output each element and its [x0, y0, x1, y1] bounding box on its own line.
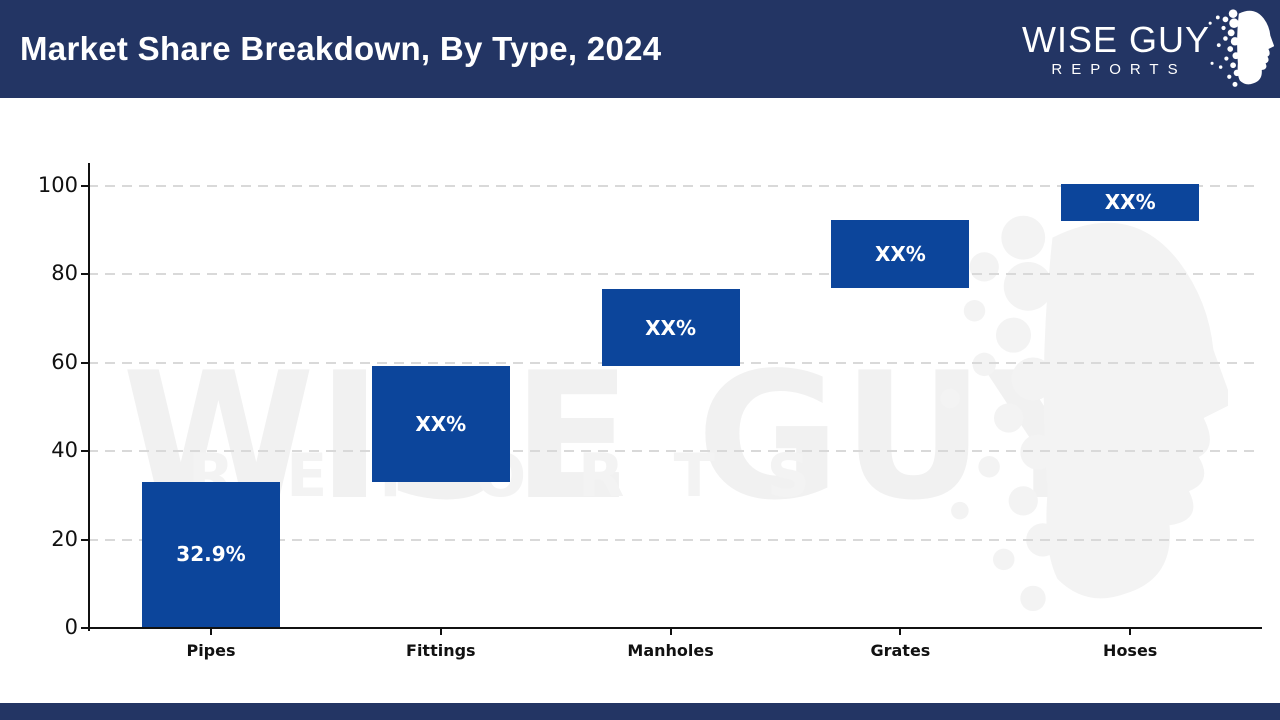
watermark-wordmark: WISE GUY	[122, 336, 1116, 539]
y-tick-label: 40	[51, 438, 78, 463]
y-tick-label: 0	[64, 615, 78, 639]
watermark-reports: REPORTS	[188, 441, 862, 511]
y-axis-tick	[81, 273, 88, 276]
bar: XX%	[831, 219, 970, 289]
y-axis	[88, 163, 90, 631]
y-tick-label: 20	[51, 526, 78, 551]
y-axis-tick	[81, 361, 88, 364]
chart-canvas: WISE GUY REPORTS 0 20 40 60 80 100 32.9% Pipes X…	[0, 98, 1280, 703]
bar-value-label: XX%	[415, 411, 467, 436]
x-axis-tick	[899, 629, 902, 635]
x-axis	[88, 627, 1262, 629]
brand-name: WISE GUY	[1021, 18, 1210, 60]
x-category-label: Grates	[870, 641, 931, 660]
brand-logo: WISE GUY REPORTS	[1022, 6, 1274, 92]
x-category-label: Hoses	[1103, 641, 1158, 660]
gridline	[88, 450, 1256, 453]
x-axis-tick	[210, 629, 212, 635]
brand-face-icon	[1208, 9, 1274, 87]
bar-value-label: XX%	[1104, 190, 1156, 215]
footer-bar	[0, 703, 1280, 720]
y-axis-tick	[81, 185, 88, 187]
x-axis-tick	[669, 629, 672, 635]
y-tick-label: 60	[51, 349, 78, 374]
x-category-label: Fittings	[406, 641, 476, 660]
page-title: Market Share Breakdown, By Type, 2024	[20, 30, 662, 67]
watermark-face-icon	[935, 215, 1228, 612]
y-tick-label: 80	[51, 261, 78, 286]
gridline	[88, 538, 1256, 541]
y-axis-tick	[81, 627, 88, 629]
gridline	[88, 273, 1256, 276]
bar: 32.9%	[142, 481, 280, 627]
y-axis-tick	[81, 450, 88, 453]
app-header: Market Share Breakdown, By Type, 2024 WI…	[0, 0, 1280, 98]
brand-subtitle: REPORTS	[1051, 60, 1187, 78]
y-axis-tick	[81, 538, 88, 541]
bar-value-label: 32.9%	[176, 542, 246, 567]
x-axis-tick	[439, 629, 442, 635]
brand-wordmark: WISE GUY REPORTS	[1021, 18, 1210, 78]
x-axis-tick	[1129, 629, 1132, 635]
y-tick-label: 100	[37, 173, 78, 197]
x-category-label: Manholes	[627, 641, 714, 660]
bar: XX%	[371, 365, 510, 482]
x-category-label: Pipes	[186, 641, 236, 660]
bar-value-label: XX%	[874, 242, 926, 267]
bar-value-label: XX%	[645, 315, 697, 340]
gridline	[88, 185, 1256, 187]
bar: XX%	[601, 289, 740, 366]
bar: XX%	[1061, 184, 1200, 221]
